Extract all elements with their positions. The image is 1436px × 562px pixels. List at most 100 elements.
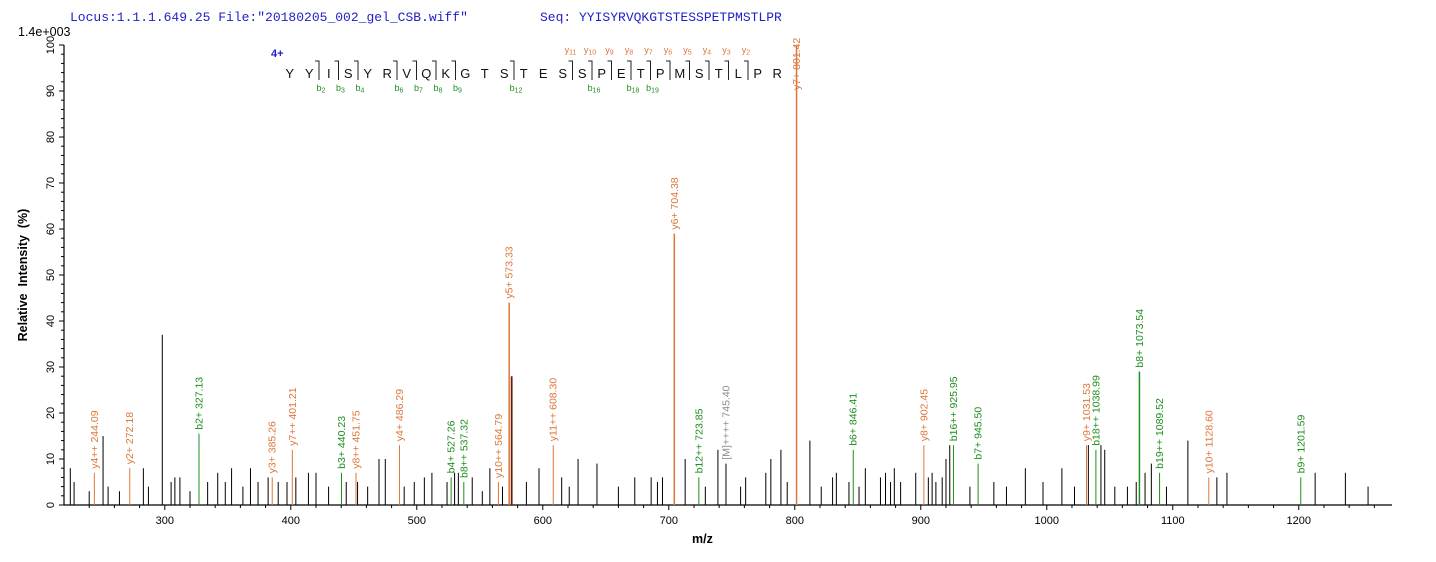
residue-letter: L (735, 66, 742, 81)
x-tick-label: 700 (660, 515, 678, 527)
y-tick-label: 0 (45, 502, 57, 508)
peak-annotation: y9+ 1031.53 (1081, 383, 1093, 441)
cleavage-mark (744, 60, 749, 80)
peptide-seq-text: Seq: YYISYRVQKGTSTESSPETPMSTLPR (540, 10, 782, 25)
peak-annotation: b8++ 537.32 (458, 419, 470, 478)
y-tick-label: 50 (45, 269, 57, 281)
peak-annotation: b6+ 846.41 (848, 393, 860, 446)
cleavage-mark (607, 60, 612, 80)
x-tick-label: 1200 (1287, 515, 1311, 527)
cleavage-mark (685, 60, 690, 80)
y-ion-mark: y6 (664, 45, 673, 57)
b-ion-mark: b19 (646, 83, 659, 95)
y-ion-mark: y2 (742, 45, 751, 57)
peak-annotation: y2+ 272.18 (124, 412, 136, 464)
peak-annotation: y6+ 704.38 (669, 177, 681, 229)
cleavage-mark (666, 60, 671, 80)
y-tick-label: 60 (45, 223, 57, 235)
peak-labels: y4++ 244.09 y2+ 272.18 y3+ 385.26 y7++ 401.… (89, 38, 1307, 478)
residue-letter: I (327, 66, 331, 81)
b-ion-mark: b12 (510, 83, 523, 95)
b-ion-mark: b3 (336, 83, 345, 95)
y-tick-label: 80 (45, 131, 57, 143)
residue-letter: M (674, 66, 685, 81)
cleavage-mark (568, 60, 573, 80)
peak-annotation: y7++ 401.21 (287, 387, 299, 446)
cleavage-mark (315, 60, 320, 80)
x-tick-label: 1000 (1035, 515, 1059, 527)
residue-letter: Q (421, 66, 431, 81)
b-ion-mark: b2 (317, 83, 326, 95)
precursor-charge-label: 4+ (271, 48, 284, 60)
peak-annotation: b7+ 945.50 (973, 407, 985, 460)
x-tick-label: 600 (534, 515, 552, 527)
cleavage-mark (588, 60, 593, 80)
peak-annotation: y11++ 608.30 (548, 378, 560, 442)
peak-annotation: y3+ 385.26 (267, 421, 279, 473)
y-ion-mark: y7 (644, 45, 653, 57)
residue-letter: R (773, 66, 782, 81)
residue-letter: T (520, 66, 528, 81)
residue-letter: V (402, 66, 411, 81)
peak-annotation: b4+ 527.26 (446, 420, 458, 473)
cleavage-mark (627, 60, 632, 80)
residue-letter: Y (363, 66, 372, 81)
b-ion-mark: b7 (414, 83, 423, 95)
cleavage-mark (646, 60, 651, 80)
y-ion-mark: y3 (722, 45, 731, 57)
residue-letter: P (753, 66, 762, 81)
peak-annotation: b3+ 440.23 (336, 416, 348, 469)
y-tick-label: 30 (45, 361, 57, 373)
x-tick-label: 800 (786, 515, 804, 527)
spectrum-peaks (69, 45, 1369, 505)
y-tick-label: 90 (45, 85, 57, 97)
peak-annotation: y8+ 902.45 (918, 389, 930, 441)
peak-annotation: b9+ 1201.59 (1295, 415, 1307, 474)
cleavage-mark (510, 60, 515, 80)
cleavage-mark (705, 60, 710, 80)
residue-letter: G (460, 66, 470, 81)
x-tick-label: 300 (156, 515, 174, 527)
residue-letter: P (656, 66, 665, 81)
peak-annotation: y5+ 573.33 (504, 246, 516, 298)
b-ion-mark: b9 (453, 83, 462, 95)
b-ion-mark: b6 (395, 83, 404, 95)
max-intensity-value: 1.4e+003 (18, 25, 71, 39)
b-ion-mark: b18 (627, 83, 640, 95)
y-tick-label: 40 (45, 315, 57, 327)
y-ion-mark: y10 (584, 45, 596, 57)
cleavage-mark (334, 60, 339, 80)
peak-annotation: b12++ 723.85 (693, 408, 705, 473)
x-tick-label: 900 (912, 515, 930, 527)
peak-annotation: y4+ 486.29 (394, 389, 406, 441)
peak-annotation: y8++ 451.75 (350, 410, 362, 469)
cleavage-mark (724, 60, 729, 80)
peak-annotation: b18++ 1038.99 (1090, 375, 1102, 446)
residue-letter: Y (305, 66, 314, 81)
peak-annotation: b19++ 1089.52 (1154, 398, 1166, 469)
residue-letter: S (558, 66, 567, 81)
peak-annotation: y4++ 244.09 (89, 410, 101, 469)
residue-letter: S (578, 66, 587, 81)
residue-letter: R (383, 66, 392, 81)
cleavage-mark (412, 60, 417, 80)
b-ion-mark: b16 (588, 83, 601, 95)
fragment-ion-map: Y Y I S Y R V Q K G T S T E S S P E T P M S T L P Rb2 b3 b4 b6 b7 b8 b9… (285, 45, 782, 95)
cleavage-mark (627, 60, 632, 80)
y-ion-mark: y5 (683, 45, 692, 57)
residue-letter: S (500, 66, 509, 81)
y-axis-title: Relative Intensity (%) (16, 209, 30, 342)
residue-letter: T (715, 66, 723, 81)
y-ion-mark: y11 (565, 45, 577, 57)
cleavage-mark (588, 60, 593, 80)
peak-annotation: y10+ 1128.60 (1203, 410, 1215, 473)
residue-letter: P (597, 66, 606, 81)
cleavage-mark (432, 60, 437, 80)
locus-file-text: Locus:1.1.1.649.25 File:"20180205_002_ge… (70, 10, 468, 25)
cleavage-mark (354, 60, 359, 80)
b-ion-mark: b4 (356, 83, 365, 95)
peak-annotation: y10++ 564.79 (493, 414, 505, 478)
y-tick-label: 70 (45, 177, 57, 189)
